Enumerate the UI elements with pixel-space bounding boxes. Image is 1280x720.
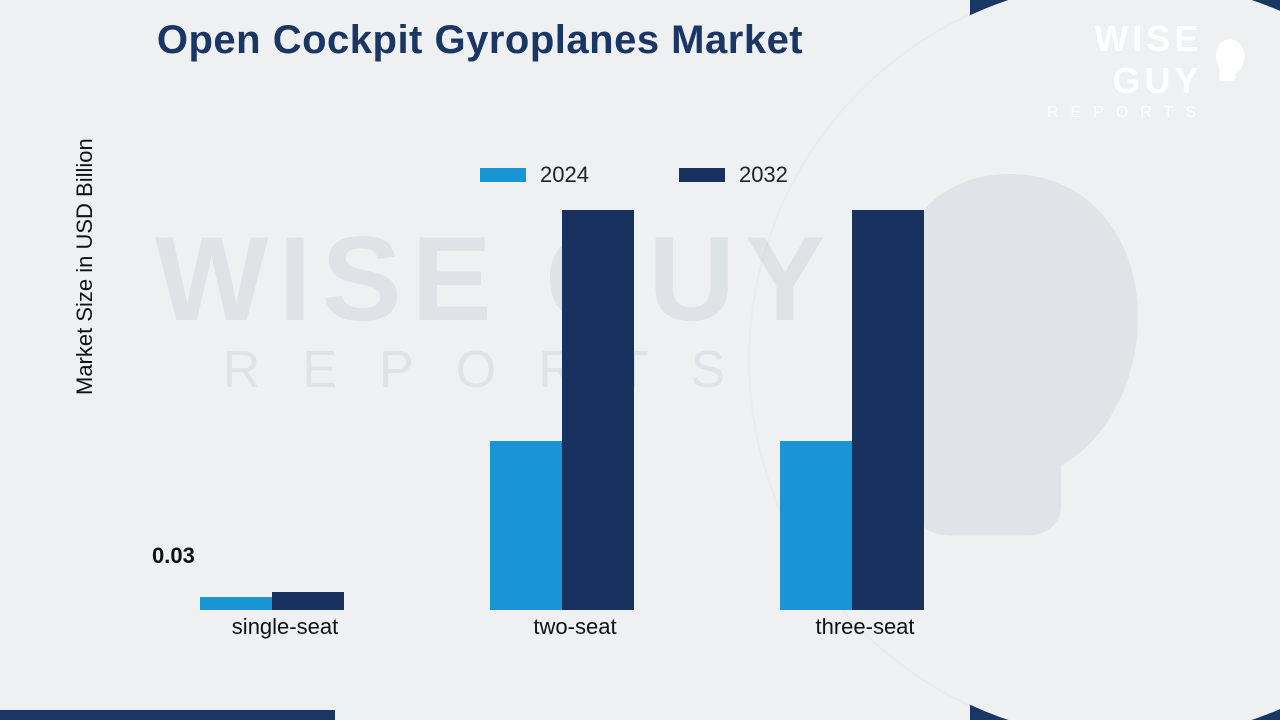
bar-pair — [780, 210, 950, 610]
chart-canvas: WISE GUY REPORTS Open Cockpit Gyroplanes… — [0, 0, 1280, 720]
bottom-accent-strip — [0, 710, 335, 720]
logo-text-1: WISE GUY — [992, 18, 1202, 102]
legend-swatch — [480, 168, 526, 182]
bar-2024 — [490, 441, 562, 610]
logo-line2: REPORTS — [992, 104, 1252, 122]
legend-item: 2024 — [480, 162, 589, 188]
logo-line1: WISE GUY — [992, 18, 1252, 102]
chart-legend: 2024 2032 — [480, 162, 900, 188]
x-axis-label: single-seat — [232, 614, 338, 640]
y-axis-label: Market Size in USD Billion — [72, 138, 98, 395]
brand-logo: WISE GUY REPORTS — [992, 18, 1252, 122]
legend-swatch — [679, 168, 725, 182]
bar-2032 — [272, 592, 344, 610]
plot-area: single-seat0.03two-seatthree-seat — [140, 210, 960, 640]
bar-2024 — [780, 441, 852, 610]
bar-2032 — [852, 210, 924, 610]
logo-head-icon — [1208, 38, 1252, 82]
bar-2032 — [562, 210, 634, 610]
legend-label: 2024 — [540, 162, 589, 188]
bar-group: single-seat0.03 — [200, 210, 370, 610]
bar-pair — [490, 210, 660, 610]
bar-2024 — [200, 597, 272, 610]
bar-data-label: 0.03 — [152, 543, 195, 569]
chart-title: Open Cockpit Gyroplanes Market — [0, 18, 960, 63]
x-axis-label: two-seat — [533, 614, 616, 640]
x-axis-label: three-seat — [815, 614, 914, 640]
bar-group: three-seat — [780, 210, 950, 610]
bar-group: two-seat — [490, 210, 660, 610]
bar-pair — [200, 210, 370, 610]
legend-item: 2032 — [679, 162, 788, 188]
legend-label: 2032 — [739, 162, 788, 188]
